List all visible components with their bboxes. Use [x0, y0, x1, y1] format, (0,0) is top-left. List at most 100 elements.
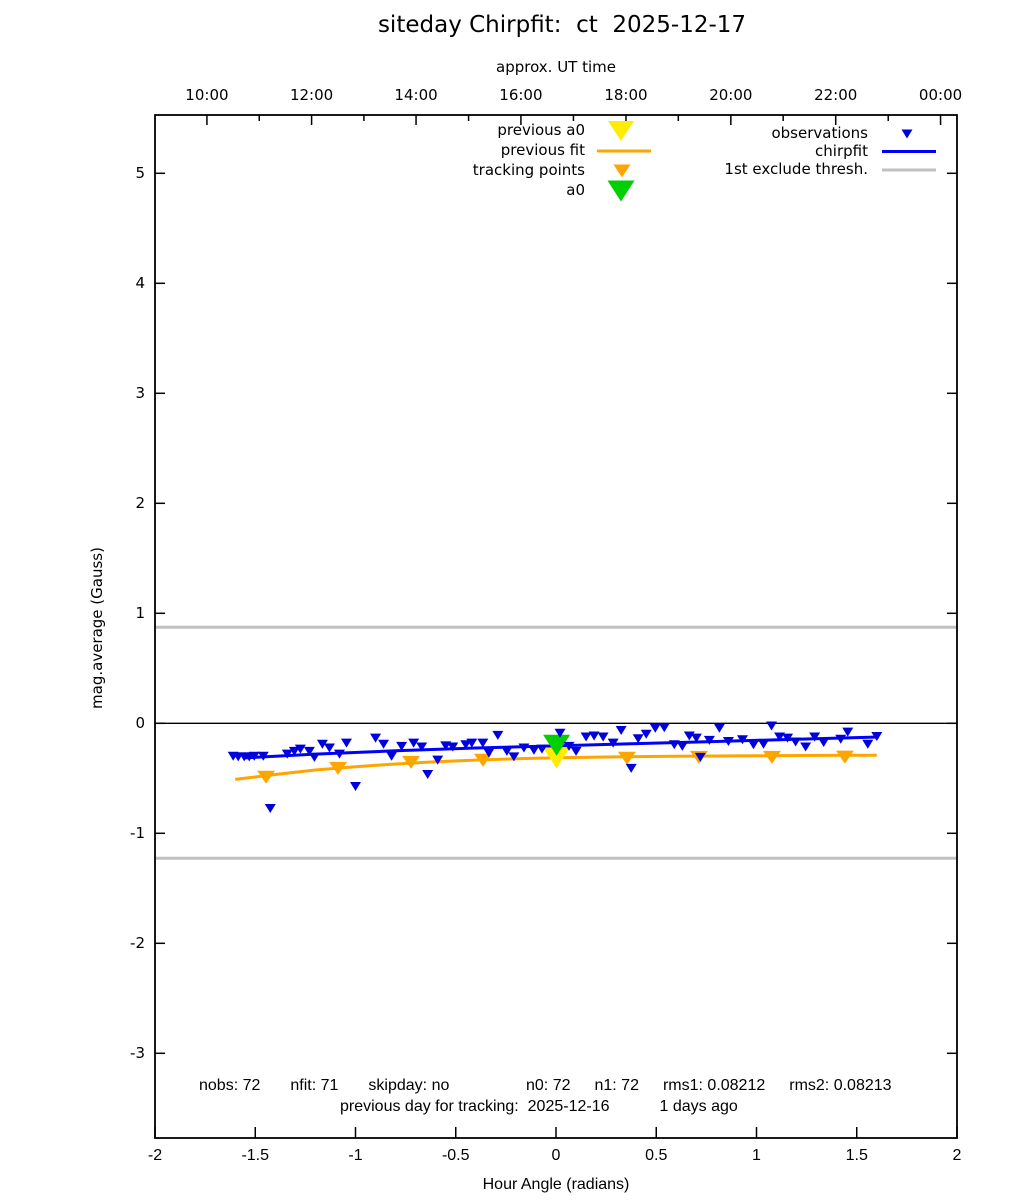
observation-point [378, 739, 390, 749]
observation-point [658, 723, 670, 733]
legend-1st-exclude-thresh-label: 1st exclude thresh. [724, 160, 868, 178]
observation-point [766, 721, 778, 731]
observation-point [518, 743, 530, 753]
observation-point [340, 738, 352, 748]
legend-a0-marker [607, 180, 635, 202]
time-tick-label: 18:00 [604, 86, 648, 104]
stat-n1: n1: 72 [594, 1077, 639, 1094]
observation-point [501, 746, 513, 756]
x-tick-label: 1 [752, 1147, 761, 1164]
observation-point [722, 736, 734, 746]
stat-previous-day: previous day for tracking: 2025-12-16 [340, 1098, 610, 1115]
observation-point [703, 735, 715, 745]
observation-point [554, 728, 566, 738]
y-tick-label: -1 [130, 824, 145, 843]
observation-point [288, 746, 300, 756]
observation-point [818, 738, 830, 748]
legend-previous-a0-marker [608, 121, 634, 141]
observation-point [308, 752, 320, 762]
observation-point [416, 742, 428, 752]
tracking-point [762, 750, 781, 764]
observation-point [871, 732, 883, 741]
stat-nfit: nfit: 71 [290, 1077, 339, 1094]
time-tick-label: 20:00 [709, 86, 753, 104]
observation-point [713, 723, 725, 733]
x-tick-label: -2 [147, 1147, 163, 1164]
x-tick-label: -0.5 [441, 1147, 470, 1164]
observation-point [758, 739, 770, 749]
observation-point [736, 735, 748, 745]
observation-point [396, 741, 408, 751]
observation-point [294, 744, 306, 754]
tracking-point [329, 761, 348, 775]
observation-point [483, 748, 495, 758]
observation-point [350, 782, 361, 792]
observation-point [333, 749, 345, 759]
observation-point [432, 755, 444, 765]
observation-point [597, 732, 609, 742]
time-tick-label: 10:00 [185, 86, 229, 104]
x-tick-label: 1.5 [845, 1147, 868, 1164]
x-tick-label: 0.5 [645, 1147, 668, 1164]
legend-tracking-points-marker [613, 164, 631, 178]
x-axis-label: Hour Angle (radians) [482, 1176, 630, 1193]
x-tick-label: 0 [551, 1147, 561, 1164]
legend-previous-fit-label: previous fit [500, 141, 585, 159]
time-tick-label: 12:00 [289, 86, 334, 104]
observation-point [782, 733, 794, 743]
legend-observations-label: observations [771, 124, 868, 142]
observation-point [477, 738, 489, 748]
observation-point [774, 732, 786, 742]
legend-observations-marker [901, 129, 913, 139]
fit-statistics-right: n0: 72 n1: 72 rms1: 0.08212 rms2: 0.0821… [526, 1077, 892, 1094]
stat-skipday: skipday: no [368, 1077, 450, 1094]
time-tick-label: 00:00 [918, 86, 963, 104]
y-tick-label: 5 [135, 164, 145, 183]
tracking-point [617, 751, 636, 765]
observation-point [649, 723, 661, 733]
tracking-point [402, 755, 421, 769]
observation-point [508, 752, 520, 762]
tracking-day-statistics: previous day for tracking: 2025-12-16 1 … [340, 1098, 738, 1115]
observation-point [694, 752, 706, 762]
observation-point [668, 740, 680, 750]
time-tick-label: 16:00 [499, 86, 543, 104]
observation-point [447, 742, 459, 752]
observation-point [800, 742, 812, 752]
observation-point [466, 738, 478, 748]
tracking-point [474, 753, 493, 767]
observation-point [386, 751, 398, 761]
y-tick-label: 2 [135, 494, 145, 513]
fit-statistics-left: nobs: 72 nfit: 71 skipday: no [199, 1077, 449, 1094]
observation-point [408, 738, 420, 748]
tracking-point [257, 770, 276, 784]
observation-point [248, 751, 260, 761]
time-tick-label: 22:00 [814, 86, 858, 104]
observation-point [632, 734, 644, 744]
observation-point [588, 731, 600, 741]
stat-nobs: nobs: 72 [199, 1077, 261, 1094]
stat-days-ago: 1 days ago [659, 1098, 738, 1115]
y-tick-label: 1 [135, 604, 145, 623]
x-tick-label: -1.5 [241, 1147, 270, 1164]
observation-point [625, 763, 637, 773]
legend-a0-label: a0 [566, 181, 585, 199]
observation-point [690, 733, 702, 743]
observation-point [528, 745, 540, 755]
time-tick-label: 14:00 [394, 86, 438, 104]
y-tick-label: 3 [135, 384, 145, 403]
legend-chirpfit-label: chirpfit [815, 142, 868, 160]
x-tick-label: -1 [348, 1147, 363, 1164]
y-tick-label: 4 [135, 274, 145, 293]
observation-point [563, 741, 575, 751]
observation-point [842, 727, 854, 737]
a0-point [543, 734, 571, 756]
observation-point [370, 733, 382, 743]
observation-point [422, 769, 434, 779]
observation-point [281, 749, 293, 759]
top-axis-label: approx. UT time [496, 58, 616, 76]
previous-a0-point [543, 747, 571, 769]
y-tick-label: -2 [130, 934, 145, 953]
